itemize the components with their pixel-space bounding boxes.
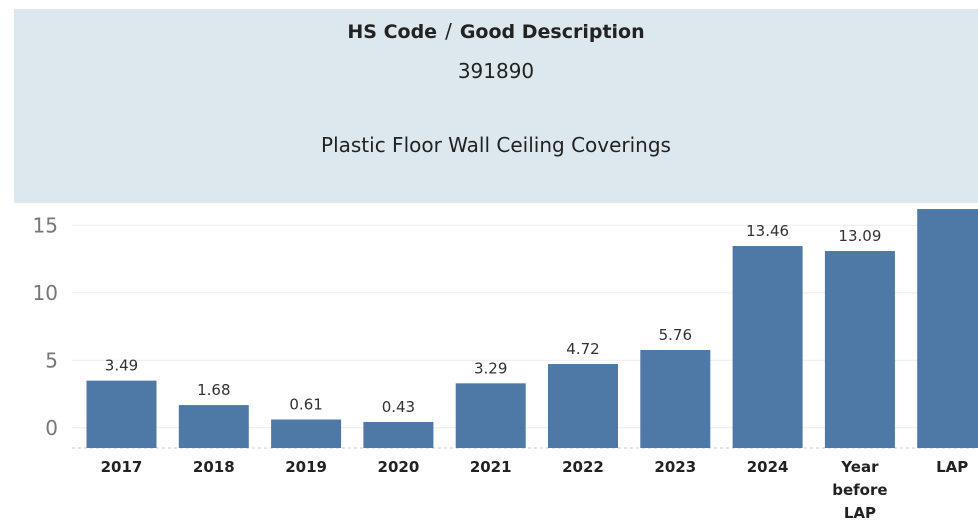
x-tick-label-line: 2022 (562, 458, 604, 476)
data-label: 0.43 (382, 398, 415, 416)
bar-2024 (732, 246, 803, 448)
y-tick-label: 15 (33, 213, 58, 237)
y-tick-label: 0 (45, 416, 58, 440)
bar-2022 (548, 364, 618, 448)
data-label: 4.72 (566, 340, 599, 358)
x-tick-label: 2018 (193, 458, 235, 476)
x-tick-label-line: 2017 (101, 458, 143, 476)
x-tick-label: 2022 (562, 458, 604, 476)
x-tick-label-line: 2019 (285, 458, 327, 476)
y-tick-label: 5 (45, 348, 58, 372)
x-tick-label-line: Year (840, 458, 879, 476)
header-panel: HS Code / Good Description 391890 Plastic … (14, 9, 978, 203)
hs-code-value: 391890 (457, 59, 535, 83)
bar-lap (917, 209, 978, 448)
bar-2018 (178, 405, 249, 448)
bar-year-before-lap (824, 251, 895, 448)
data-label: 1.68 (197, 381, 230, 399)
x-tick-label-line: 2023 (654, 458, 696, 476)
x-tick-label-line: 2020 (378, 458, 420, 476)
x-tick-label-line: 2024 (747, 458, 789, 476)
bar-2021 (455, 383, 526, 448)
good-description-label: Good Description (459, 21, 645, 43)
good-description-value: Plastic Floor Wall Ceiling Coverings (321, 133, 671, 157)
label-separator: / (445, 19, 452, 43)
x-tick-label: 2019 (285, 458, 327, 476)
bar-chart: 0 5 10 15 3.49 2017 1.68 2018 0.61 2019 0.43 2020 3.… (33, 209, 978, 522)
data-label: 5.76 (659, 326, 692, 344)
data-label: 3.29 (474, 359, 507, 377)
x-tick-label-line: before (832, 481, 887, 499)
x-tick-label: 2024 (747, 458, 789, 476)
data-label: 13.46 (746, 222, 789, 240)
x-tick-label-line: LAP (844, 504, 876, 522)
x-tick-label: 2017 (101, 458, 143, 476)
data-label: 0.61 (289, 396, 322, 414)
x-tick-label-line: LAP (936, 458, 968, 476)
header-field-label: HS Code / Good Description (14, 19, 978, 43)
x-tick-label-line: 2021 (470, 458, 512, 476)
x-tick-label: 2020 (378, 458, 420, 476)
x-tick-label: 2021 (470, 458, 512, 476)
bar-2020 (363, 421, 434, 448)
data-label: 13.09 (838, 227, 881, 245)
x-tick-label: Year before LAP (832, 458, 887, 522)
bar-2019 (271, 419, 342, 448)
bar-2017 (86, 380, 157, 448)
bar-2023 (640, 349, 711, 448)
x-tick-label: 2023 (654, 458, 696, 476)
y-tick-label: 10 (33, 281, 58, 305)
x-tick-label-line: 2018 (193, 458, 235, 476)
data-label: 3.49 (105, 357, 138, 375)
hs-code-label: HS Code (347, 21, 438, 43)
x-tick-label: LAP (936, 458, 968, 476)
